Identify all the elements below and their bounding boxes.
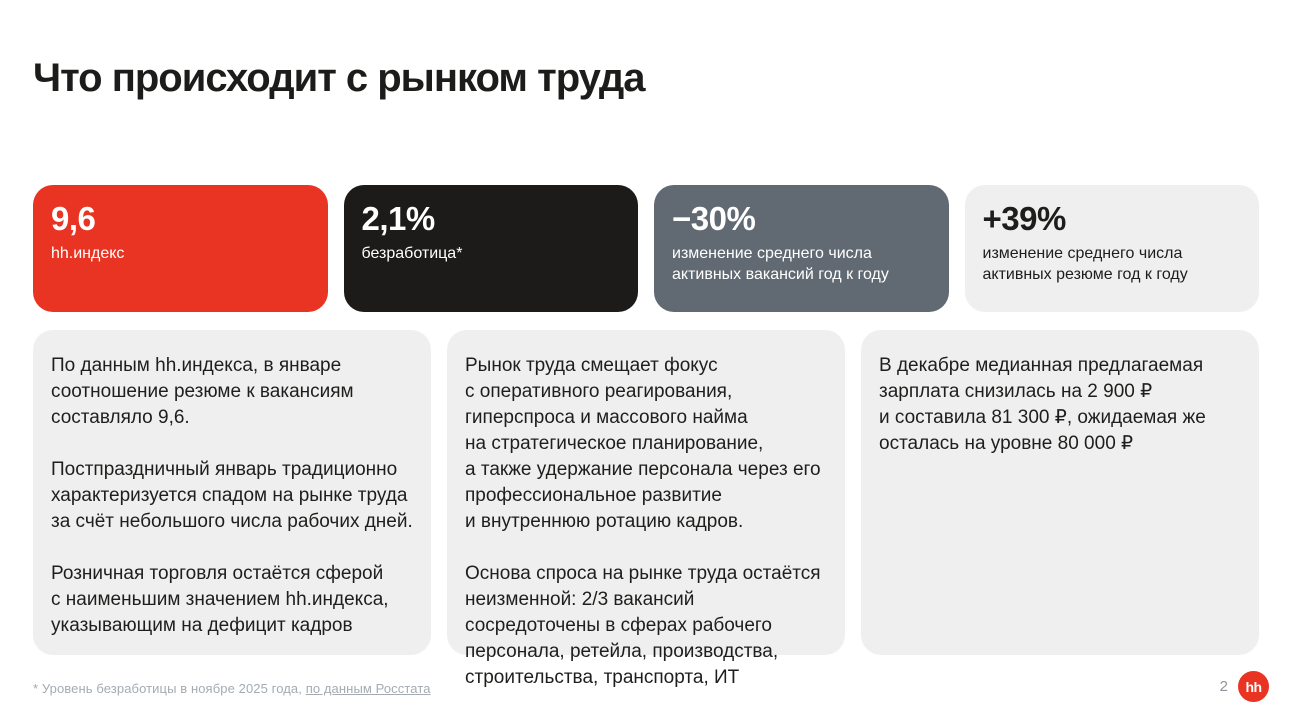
stat-value: 9,6 (51, 200, 96, 237)
stat-label: безработица* (361, 245, 463, 262)
hh-logo-text: hh (1245, 678, 1262, 695)
info-row: По данным hh.индекса, в январе соотношен… (33, 330, 1259, 688)
stat-value: +39% (982, 200, 1067, 237)
paragraph: Постпраздничный январь традиционно харак… (51, 459, 413, 532)
footer-right: 2 hh (1220, 671, 1269, 702)
stat-label: изменение среднего числа активных ваканс… (672, 245, 889, 283)
paragraph: В декабре медианная предлагаемая зарплат… (879, 355, 1206, 454)
stats-row: 9,6 hh.индекс 2,1% безработица* −30% изм… (33, 185, 1259, 312)
footnote: * Уровень безработицы в ноябре 2025 года… (33, 681, 431, 696)
paragraph: Розничная торговля остаётся сферой с наи… (51, 563, 389, 636)
stat-card-unemployment: 2,1% безработица* (343, 185, 638, 312)
hh-logo: hh (1238, 671, 1269, 702)
stat-card-resumes-change: +39% изменение среднего числа активных р… (964, 185, 1259, 312)
page-title: Что происходит с рынком труда (33, 56, 645, 100)
info-card-salary: В декабре медианная предлагаемая зарплат… (861, 330, 1259, 655)
page-number: 2 (1219, 678, 1228, 695)
paragraph: Рынок труда смещает фокус с оперативного… (465, 355, 821, 532)
info-card-market-focus: Рынок труда смещает фокус с оперативного… (447, 330, 845, 688)
stat-value: −30% (672, 200, 756, 237)
footnote-text: * Уровень безработицы в ноябре 2025 года… (33, 681, 306, 696)
stat-card-vacancies-change: −30% изменение среднего числа активных в… (654, 185, 949, 312)
info-card-hh-index-commentary: По данным hh.индекса, в январе соотношен… (33, 330, 431, 655)
stat-label: hh.индекс (51, 245, 125, 262)
paragraph: По данным hh.индекса, в январе соотношен… (51, 355, 354, 428)
rosstat-link[interactable]: по данным Росстата (305, 681, 431, 696)
stat-card-hh-index: 9,6 hh.индекс (33, 185, 328, 312)
stat-label: изменение среднего числа активных резюме… (982, 245, 1188, 283)
paragraph: Основа спроса на рынке труда остаётся не… (465, 563, 821, 688)
stat-value: 2,1% (361, 200, 436, 237)
